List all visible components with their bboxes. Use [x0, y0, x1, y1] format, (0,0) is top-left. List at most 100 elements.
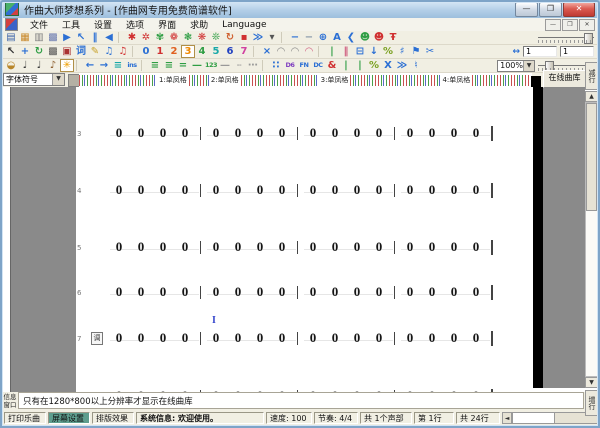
rest-note[interactable]: 0 [406, 330, 414, 345]
pause-icon[interactable]: ‖ [92, 32, 98, 43]
rest-note[interactable]: 0 [212, 330, 220, 345]
reduce-line-button[interactable]: 减行 [585, 62, 598, 90]
zoom-dropdown-icon[interactable]: ▼ [523, 60, 534, 71]
rest-note[interactable]: 0 [406, 239, 414, 254]
rest-note[interactable]: 0 [234, 125, 242, 140]
rest-note[interactable]: 0 [256, 125, 264, 140]
rest-note[interactable]: 0 [472, 239, 480, 254]
online-library-button[interactable]: 在线曲库 [543, 70, 586, 88]
rest-note[interactable]: 0 [375, 182, 383, 197]
double-barline-icon[interactable]: ‖ [343, 46, 349, 57]
instrument-green2-icon[interactable]: ❊ [211, 32, 221, 43]
rest-note[interactable]: 0 [406, 182, 414, 197]
rest-note[interactable]: 0 [137, 182, 145, 197]
rest-note[interactable]: 0 [465, 388, 487, 392]
note-5-button[interactable]: 5 [212, 46, 220, 57]
rest-note[interactable]: 0 [331, 182, 339, 197]
select-arrow-icon[interactable]: ↖ [6, 46, 16, 57]
rest-note[interactable]: 0 [278, 239, 286, 254]
menu-language[interactable]: Language [222, 19, 267, 30]
rotate-icon[interactable]: ↻ [34, 46, 44, 57]
rest-note[interactable]: 0 [159, 182, 167, 197]
rest-note[interactable]: 0 [428, 182, 436, 197]
record-dot-icon[interactable]: ▪ [240, 32, 248, 43]
note-4-button[interactable]: 4 [198, 46, 206, 57]
note-6-button[interactable]: 6 [226, 46, 234, 57]
dash-icon[interactable]: — [220, 60, 230, 71]
dots-icon[interactable]: ⋯ [248, 60, 258, 71]
rest-note[interactable]: 0 [450, 125, 458, 140]
sharp-icon[interactable]: ♯ [399, 46, 405, 57]
print-score-button[interactable]: 打印乐曲 [4, 411, 46, 424]
rest-note[interactable]: 0 [375, 125, 383, 140]
menu-options[interactable]: 选项 [126, 21, 145, 31]
back-icon[interactable]: ❮ [346, 32, 356, 43]
rest-note[interactable]: 0 [108, 388, 130, 392]
rest-note[interactable]: 0 [353, 330, 361, 345]
record-icon[interactable]: ▣ [62, 46, 72, 57]
rest-note[interactable]: 0 [428, 330, 436, 345]
rest-note[interactable]: 0 [450, 284, 458, 299]
segno-icon[interactable]: & [327, 60, 337, 71]
natural-icon[interactable]: ♮ [414, 60, 418, 71]
note-2-button[interactable]: 2 [170, 46, 178, 57]
user-remove-icon[interactable]: ☻ [373, 32, 385, 43]
scroll-down-icon[interactable]: ▼ [585, 377, 598, 388]
ink-pot-icon[interactable]: ◒ [6, 60, 16, 71]
print-icon[interactable]: ▥ [34, 32, 44, 43]
rest-note[interactable]: 0 [472, 125, 480, 140]
barline-icon[interactable]: | [330, 46, 334, 57]
rest-note[interactable]: 0 [234, 182, 242, 197]
percent-icon[interactable]: % [368, 60, 380, 71]
fast-forward-icon[interactable]: ≫ [252, 32, 264, 43]
scroll-left-icon[interactable]: ◄ [502, 411, 512, 424]
measure-count-input[interactable] [523, 46, 557, 57]
rest-note[interactable]: 0 [212, 182, 220, 197]
rest-note[interactable]: 0 [368, 388, 390, 392]
rest-note[interactable]: 0 [181, 330, 189, 345]
rest-note[interactable]: 0 [278, 330, 286, 345]
rest-note[interactable]: 0 [331, 330, 339, 345]
align-icon[interactable]: ⊟ [355, 46, 365, 57]
single-line-icon[interactable]: — [192, 60, 202, 71]
rest-note[interactable]: 0 [115, 284, 123, 299]
rest-note[interactable]: 0 [428, 284, 436, 299]
rest-note[interactable]: 0 [115, 125, 123, 140]
play-cursor-icon[interactable]: ↖ [76, 32, 86, 43]
rest-note[interactable]: 0 [115, 182, 123, 197]
mdi-restore-button[interactable]: ❐ [562, 18, 578, 31]
font-symbol-select[interactable]: 字体符号 ▼ [3, 73, 65, 86]
rest-note[interactable]: 0 [472, 182, 480, 197]
rest-note[interactable]: 0 [152, 388, 174, 392]
hide-icon[interactable]: ▩ [48, 46, 58, 57]
rest-note[interactable]: 0 [159, 284, 167, 299]
spacing-medium-icon[interactable]: ≡ [164, 60, 174, 71]
user-add-icon[interactable]: ☻ [359, 32, 371, 43]
menu-view[interactable]: 界面 [158, 21, 177, 31]
rest-note[interactable]: 0 [278, 182, 286, 197]
delete-note-icon[interactable]: × [262, 46, 272, 57]
note-1-button[interactable]: 1 [156, 46, 164, 57]
gong-icon[interactable]: ✱ [127, 32, 137, 43]
horizontal-scrollbar-track[interactable] [512, 411, 554, 424]
rest-note[interactable]: 0 [115, 330, 123, 345]
rest-note[interactable]: 0 [181, 239, 189, 254]
instrument-green-icon[interactable]: ❃ [183, 32, 193, 43]
font-style-icon[interactable]: A [333, 32, 341, 43]
quarter-note-icon[interactable]: ♩ [22, 60, 28, 71]
rest-note[interactable]: 0 [137, 239, 145, 254]
rest-note[interactable]: 0 [271, 388, 293, 392]
note-7-button[interactable]: 7 [240, 46, 248, 57]
